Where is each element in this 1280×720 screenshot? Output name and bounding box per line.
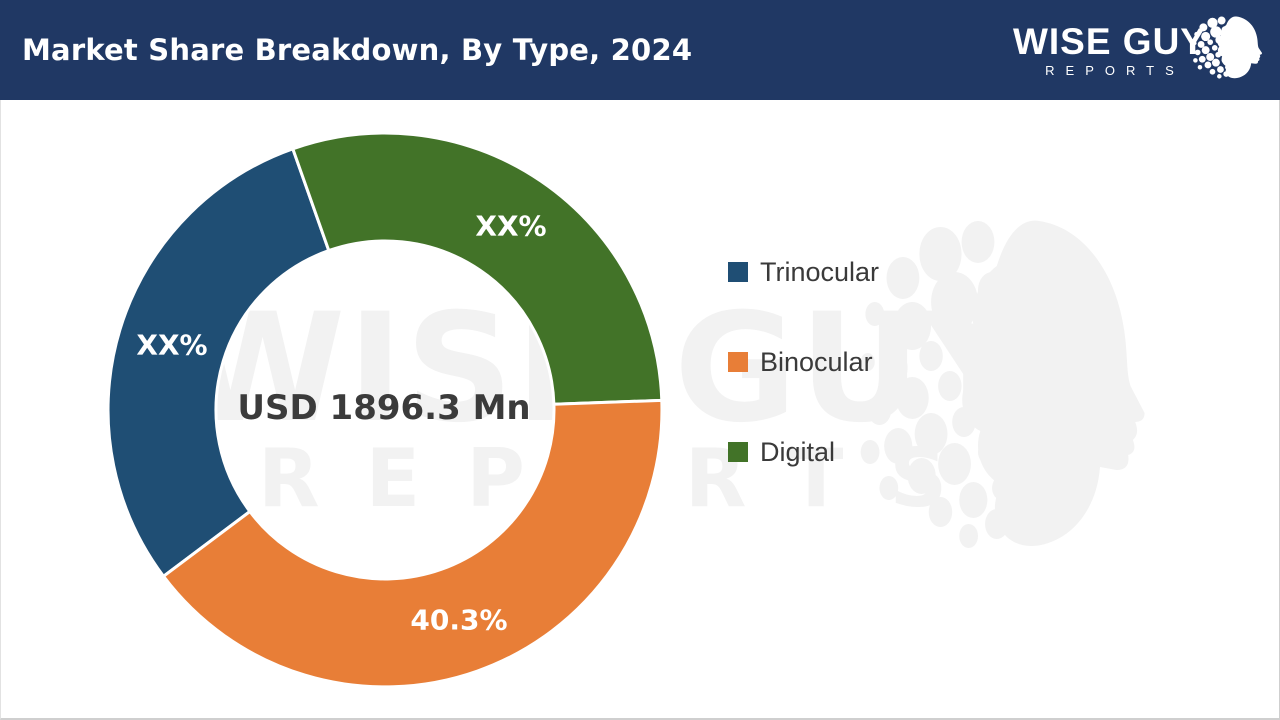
legend-item-binocular: Binocular <box>728 348 873 376</box>
legend-swatch-binocular <box>728 352 748 372</box>
chart-slice-binocular <box>162 398 664 689</box>
logo-text: WISE GUY REPORTS <box>1013 23 1206 77</box>
chart-slice-digital <box>291 131 664 406</box>
legend-label-binocular: Binocular <box>760 346 873 377</box>
logo-brand-sub: REPORTS <box>1045 63 1185 78</box>
legend-item-trinocular: Trinocular <box>728 258 879 286</box>
legend-swatch-digital <box>728 442 748 462</box>
logo-face-icon <box>1193 16 1263 79</box>
chart-slice-trinocular <box>106 147 331 578</box>
page-title: Market Share Breakdown, By Type, 2024 <box>22 33 693 67</box>
logo-brand-name: WISE GUY <box>1012 21 1206 62</box>
legend-label-trinocular: Trinocular <box>760 256 880 287</box>
header-bar: Market Share Breakdown, By Type, 2024 WI… <box>0 0 1280 100</box>
legend-item-digital: Digital <box>728 438 835 466</box>
watermark-face-icon <box>860 220 1145 548</box>
wiseguy-logo: WISE GUY REPORTS <box>1013 13 1266 87</box>
legend-swatch-trinocular <box>728 262 748 282</box>
legend-label-digital: Digital <box>760 436 836 467</box>
